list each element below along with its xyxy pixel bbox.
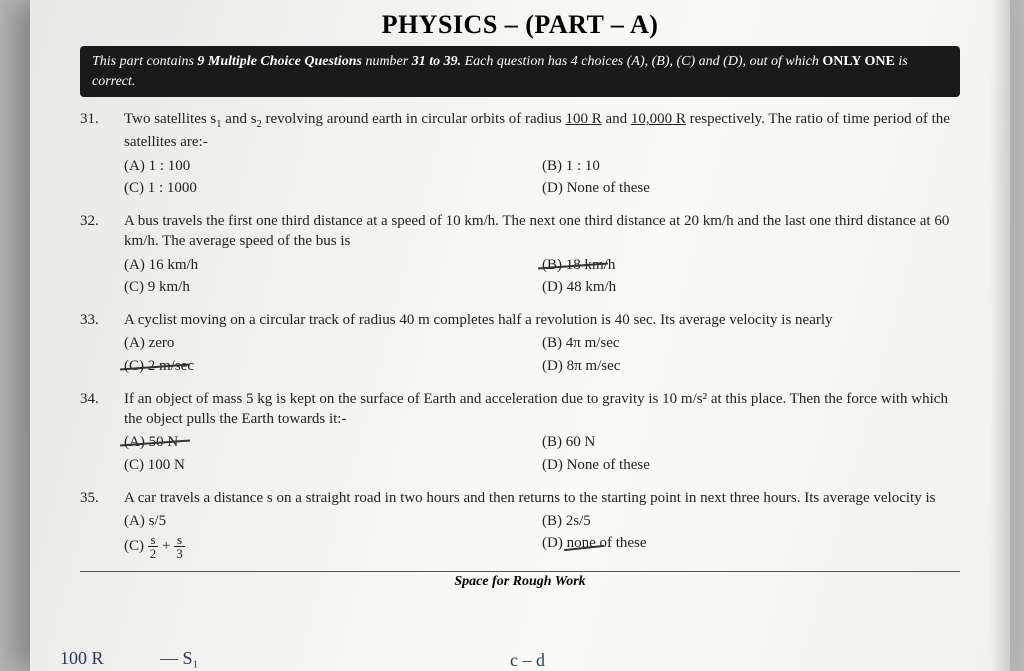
- q32-text: A bus travels the first one third distan…: [124, 213, 949, 249]
- options: (A) s/5 (B) 2s/5 (C) s2 + s3 (D) none of…: [124, 510, 960, 561]
- options: (A) 16 km/h (B) 18 km/h (C) 9 km/h (D) 4…: [124, 254, 960, 299]
- frac1: s2: [148, 533, 159, 560]
- option-a: (A) 1 : 100: [124, 155, 542, 177]
- q35-text: A car travels a distance s on a straight…: [124, 490, 935, 506]
- option-b: (B) 60 N: [542, 431, 960, 453]
- question-number: 33.: [80, 310, 124, 377]
- option-d: (D) 8π m/sec: [542, 355, 960, 377]
- question-number: 31.: [80, 109, 124, 199]
- option-c: (C) s2 + s3: [124, 532, 542, 561]
- question-34: 34. If an object of mass 5 kg is kept on…: [80, 389, 960, 476]
- q31-u2: 10,000 R: [631, 111, 686, 127]
- q31-text-d: and: [605, 111, 630, 127]
- q34-text: If an object of mass 5 kg is kept on the…: [124, 391, 948, 427]
- option-a: (A) 16 km/h: [124, 254, 542, 276]
- handwriting-2: — S₁: [160, 648, 199, 669]
- option-d: (D) None of these: [542, 454, 960, 476]
- separator: [80, 571, 960, 572]
- question-number: 35.: [80, 488, 124, 562]
- option-b: (B) 2s/5: [542, 510, 960, 532]
- instruction-text: This part contains: [92, 54, 194, 69]
- options: (A) zero (B) 4π m/sec (C) 2 m/sec (D) 8π…: [124, 332, 960, 377]
- handwriting-1: 100 R: [60, 648, 104, 669]
- handwriting-3: c – d: [510, 650, 545, 671]
- instructions-box: This part contains 9 Multiple Choice Que…: [80, 46, 960, 97]
- option-c: (C) 2 m/sec: [124, 355, 542, 377]
- option-b: (B) 1 : 10: [542, 155, 960, 177]
- rough-work-label: Space for Rough Work: [80, 574, 960, 590]
- option-c-pre: (C): [124, 538, 148, 554]
- instruction-rest: Each question has 4 choices (A), (B), (C…: [465, 54, 823, 69]
- question-35: 35. A car travels a distance s on a stra…: [80, 488, 960, 562]
- question-32: 32. A bus travels the first one third di…: [80, 211, 960, 298]
- frac2: s3: [174, 533, 185, 560]
- question-body: A bus travels the first one third distan…: [124, 211, 960, 298]
- q31-text-b: and s: [225, 111, 256, 127]
- option-a: (A) zero: [124, 332, 542, 354]
- question-body: A cyclist moving on a circular track of …: [124, 310, 960, 377]
- options: (A) 50 N (B) 60 N (C) 100 N (D) None of …: [124, 431, 960, 476]
- option-c: (C) 9 km/h: [124, 276, 542, 298]
- option-b: (B) 18 km/h: [542, 254, 960, 276]
- q31-u1: 100 R: [565, 111, 601, 127]
- question-31: 31. Two satellites s1 and s2 revolving a…: [80, 109, 960, 199]
- option-a: (A) 50 N: [124, 431, 542, 453]
- question-number: 34.: [80, 389, 124, 476]
- options: (A) 1 : 100 (B) 1 : 10 (C) 1 : 1000 (D) …: [124, 155, 960, 200]
- question-body: If an object of mass 5 kg is kept on the…: [124, 389, 960, 476]
- q31-text-a: Two satellites s: [124, 111, 216, 127]
- q33-text: A cyclist moving on a circular track of …: [124, 312, 833, 328]
- question-body: Two satellites s1 and s2 revolving aroun…: [124, 109, 960, 199]
- option-c: (C) 100 N: [124, 454, 542, 476]
- option-d: (D) none of these: [542, 532, 960, 561]
- option-b: (B) 4π m/sec: [542, 332, 960, 354]
- question-body: A car travels a distance s on a straight…: [124, 488, 960, 562]
- exam-page: PHYSICS – (PART – A) This part contains …: [30, 0, 1010, 671]
- question-33: 33. A cyclist moving on a circular track…: [80, 310, 960, 377]
- instruction-mid: number: [365, 54, 411, 69]
- instruction-bold2: 31 to 39.: [412, 54, 461, 69]
- option-d: (D) 48 km/h: [542, 276, 960, 298]
- option-a: (A) s/5: [124, 510, 542, 532]
- instruction-bold1: 9 Multiple Choice Questions: [197, 54, 362, 69]
- page-title: PHYSICS – (PART – A): [80, 10, 960, 40]
- question-number: 32.: [80, 211, 124, 298]
- option-d: (D) None of these: [542, 177, 960, 199]
- q31-text-c: revolving around earth in circular orbit…: [266, 111, 566, 127]
- instruction-only: ONLY ONE: [822, 54, 894, 69]
- option-c: (C) 1 : 1000: [124, 177, 542, 199]
